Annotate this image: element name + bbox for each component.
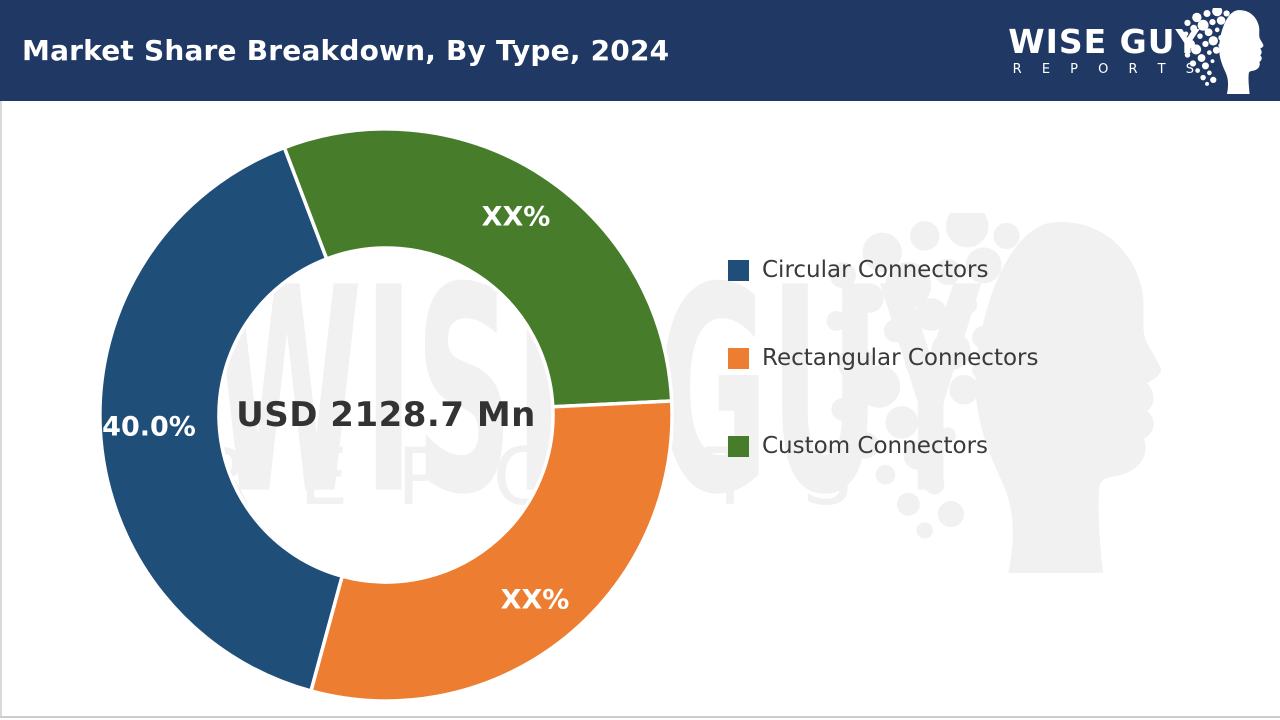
- donut-segment: [308, 399, 674, 703]
- donut-chart: [98, 127, 674, 703]
- chart-area: WISE GUY R E P O R T S 40.0% XX% XX% USD 2…: [0, 101, 1280, 720]
- legend-label-circular: Circular Connectors: [762, 257, 989, 283]
- legend-item-circular: Circular Connectors: [728, 259, 1038, 282]
- chart-legend: Circular Connectors Rectangular Connecto…: [728, 259, 1038, 458]
- slice-label: 40.0%: [102, 411, 196, 443]
- legend-label-custom: Custom Connectors: [762, 433, 989, 459]
- logo-title-text: WISE GUY: [1008, 22, 1201, 61]
- legend-label-rectangular: Rectangular Connectors: [762, 345, 1039, 371]
- donut-segment: [282, 127, 674, 409]
- logo-subtitle-text: R E P O R T S: [1012, 62, 1202, 77]
- legend-swatch-circular: [728, 260, 749, 281]
- header-bar: Market Share Breakdown, By Type, 2024 WI…: [0, 0, 1280, 101]
- legend-swatch-rectangular: [728, 348, 749, 369]
- chart-center-value: USD 2128.7 Mn: [236, 395, 536, 435]
- legend-swatch-custom: [728, 436, 749, 457]
- logo-wordmark: WISE GUY R E P O R T S: [1007, 25, 1202, 76]
- slice-label: XX%: [481, 201, 551, 233]
- page-title: Market Share Breakdown, By Type, 2024: [22, 34, 670, 67]
- slice-label: XX%: [500, 584, 570, 616]
- donut-segment: [98, 145, 345, 694]
- legend-item-rectangular: Rectangular Connectors: [728, 347, 1038, 370]
- legend-item-custom: Custom Connectors: [728, 435, 1038, 458]
- wiseguy-logo: WISE GUY R E P O R T S: [1007, 5, 1268, 96]
